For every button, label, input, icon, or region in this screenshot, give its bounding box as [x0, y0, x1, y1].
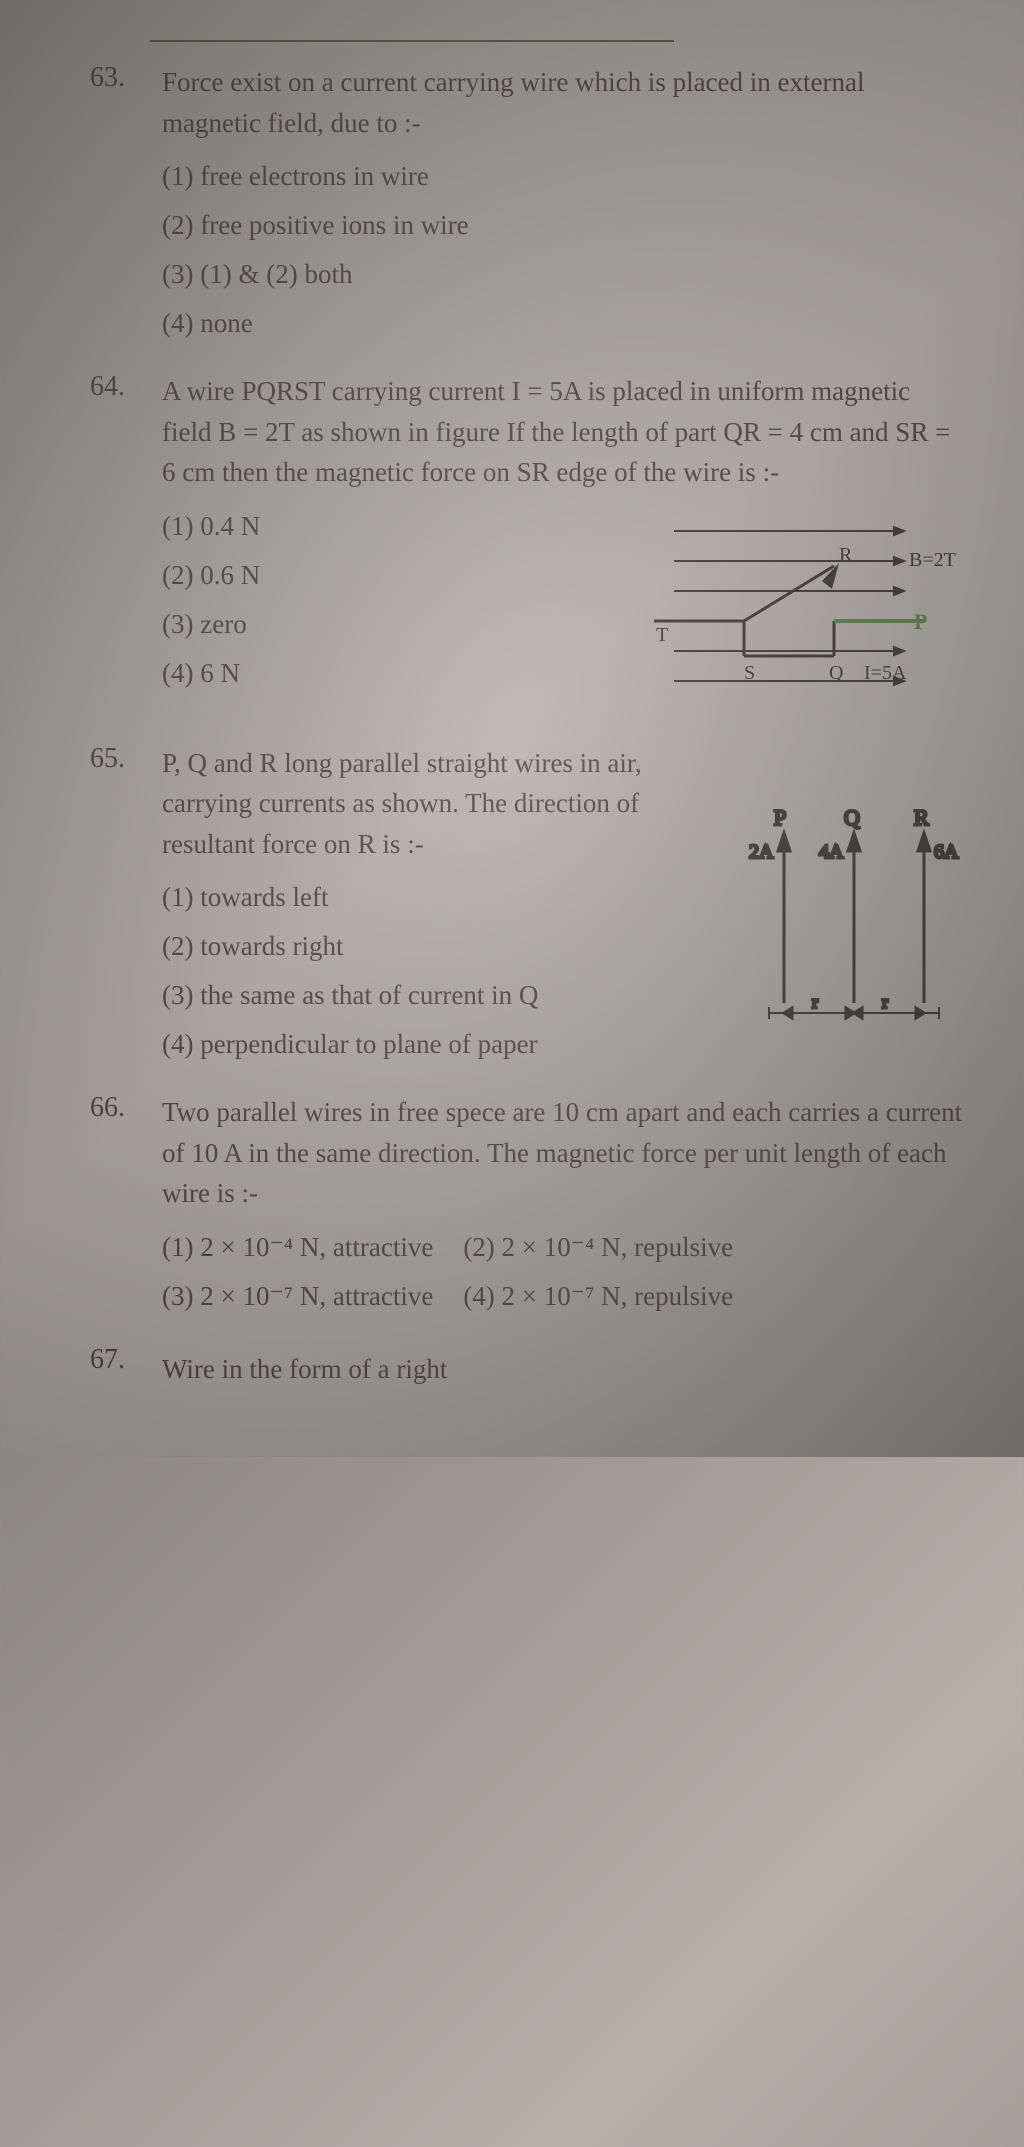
option-3: (3) 2 × 10⁻⁷ N, attractive: [162, 1281, 433, 1312]
label-Q: Q: [844, 805, 860, 830]
label-R: R: [839, 544, 853, 566]
question-number: 63.: [90, 62, 144, 339]
question-number: 67.: [90, 1344, 144, 1385]
options-list: (1) free electrons in wire (2) free posi…: [162, 161, 964, 339]
option-1: (1) towards left: [162, 882, 724, 913]
question-text: Two parallel wires in free spece are 10 …: [162, 1092, 964, 1214]
option-4: (4) perpendicular to plane of paper: [162, 1029, 724, 1060]
label-4A: 4A: [819, 841, 844, 863]
label-6A: 6A: [934, 841, 959, 863]
figure-parallel-wires: P 2A Q 4A R 6A: [744, 803, 964, 1043]
option-2: (2) 2 × 10⁻⁴ N, repulsive: [463, 1232, 733, 1263]
label-S: S: [744, 662, 755, 684]
question-66: 66. Two parallel wires in free spece are…: [90, 1092, 964, 1312]
question-body: Two parallel wires in free spece are 10 …: [162, 1092, 964, 1312]
option-1: (1) 2 × 10⁻⁴ N, attractive: [162, 1232, 433, 1263]
label-Q: Q: [829, 662, 844, 684]
question-65: 65. P, Q and R long parallel straight wi…: [90, 743, 964, 1061]
options-list: (1) 0.4 N (2) 0.6 N (3) zero (4) 6 N: [162, 511, 624, 689]
option-3: (3) the same as that of current in Q: [162, 980, 724, 1011]
option-4: (4) none: [162, 308, 964, 339]
option-2: (2) towards right: [162, 931, 724, 962]
label-T: T: [656, 624, 668, 646]
label-P: P: [914, 609, 927, 634]
figure-wire-pqrst: T S Q R B=2T P I=5A: [644, 511, 964, 711]
options-list: (1) towards left (2) towards right (3) t…: [162, 882, 724, 1060]
question-text: A wire PQRST carrying current I = 5A is …: [162, 371, 964, 493]
option-1: (1) free electrons in wire: [162, 161, 964, 192]
option-2: (2) free positive ions in wire: [162, 210, 964, 241]
label-R: R: [914, 805, 929, 830]
question-body: P, Q and R long parallel straight wires …: [162, 743, 964, 1061]
option-4: (4) 2 × 10⁻⁷ N, repulsive: [463, 1281, 733, 1312]
option-1: (1) 0.4 N: [162, 511, 624, 542]
question-text: P, Q and R long parallel straight wires …: [162, 743, 724, 865]
question-body: Wire in the form of a right: [162, 1344, 964, 1385]
label-r1: r: [812, 992, 818, 1012]
label-B: B=2T: [909, 549, 956, 571]
question-body: A wire PQRST carrying current I = 5A is …: [162, 371, 964, 711]
option-3: (3) zero: [162, 609, 624, 640]
question-text-cutoff: Wire in the form of a right: [162, 1354, 964, 1385]
question-text: Force exist on a current carrying wire w…: [162, 62, 964, 143]
question-67: 67. Wire in the form of a right: [90, 1344, 964, 1385]
option-4: (4) 6 N: [162, 658, 624, 689]
question-body: Force exist on a current carrying wire w…: [162, 62, 964, 339]
question-number: 65.: [90, 743, 144, 1061]
question-number: 64.: [90, 371, 144, 711]
label-I: I=5A: [864, 662, 907, 684]
question-number: 66.: [90, 1092, 144, 1312]
question-64: 64. A wire PQRST carrying current I = 5A…: [90, 371, 964, 711]
label-r2: r: [882, 992, 888, 1012]
options-list: (1) 2 × 10⁻⁴ N, attractive (2) 2 × 10⁻⁴ …: [162, 1232, 964, 1312]
option-2: (2) 0.6 N: [162, 560, 624, 591]
option-3: (3) (1) & (2) both: [162, 259, 964, 290]
label-P: P: [774, 805, 786, 830]
label-2A: 2A: [749, 841, 774, 863]
question-63: 63. Force exist on a current carrying wi…: [90, 62, 964, 339]
